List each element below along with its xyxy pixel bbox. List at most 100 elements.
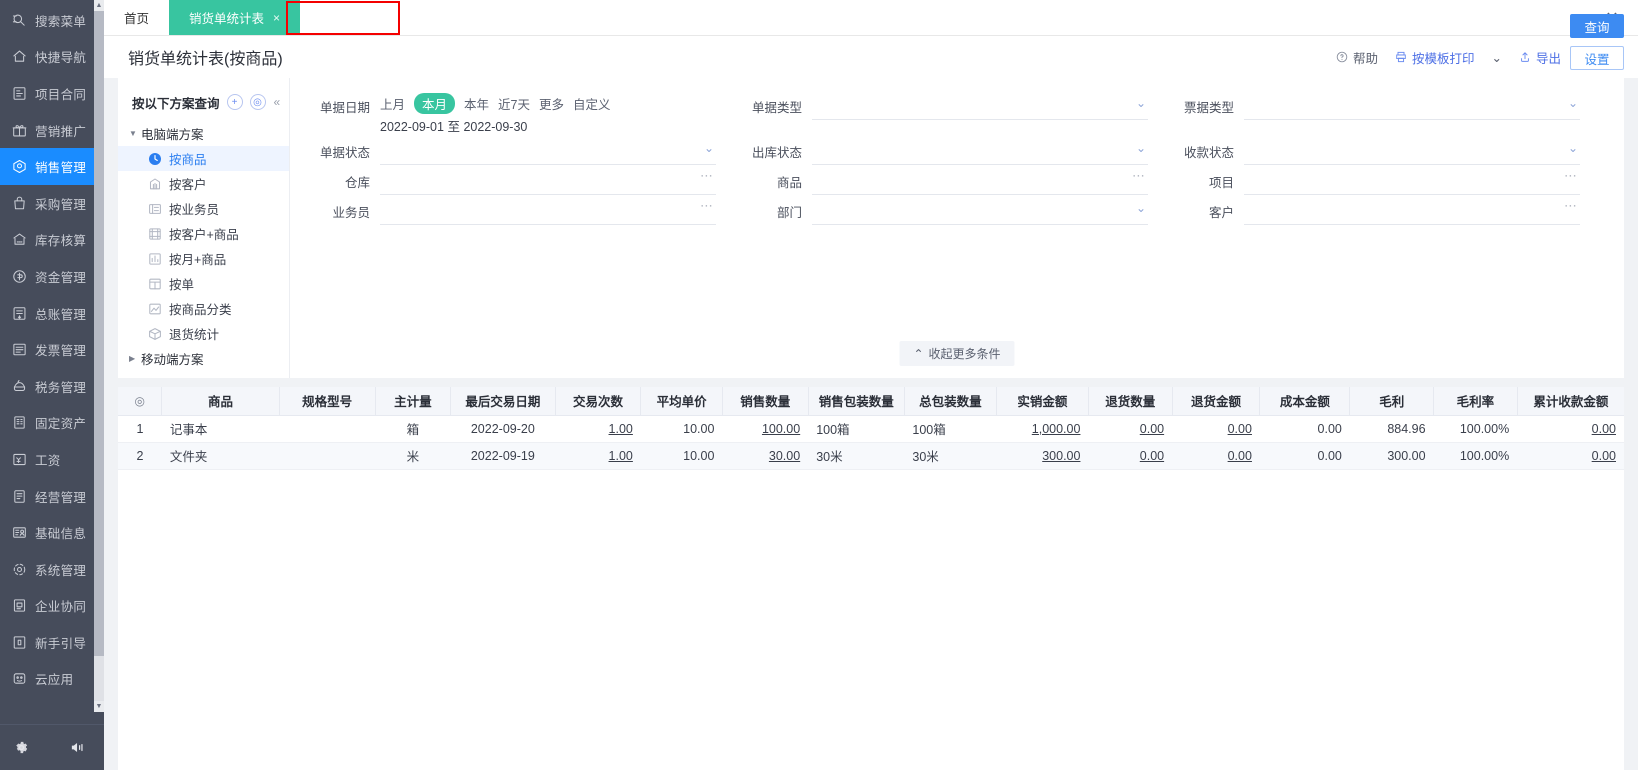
sidebar-item-18[interactable]: 云应用 [0, 661, 104, 698]
scheme-item-6[interactable]: 按商品分类 [118, 296, 289, 321]
scheme-item-5[interactable]: 按单 [118, 271, 289, 296]
help-button[interactable]: 帮助 [1336, 48, 1378, 67]
sidebar-item-0[interactable]: 搜索菜单 [0, 2, 104, 39]
cell-return_qty[interactable]: 0.00 [1088, 442, 1173, 470]
sidebar-item-3[interactable]: 营销推广 [0, 112, 104, 149]
scheme-item-0[interactable]: 按商品 [118, 146, 289, 171]
chevron-down-icon[interactable]: ⌄ [1135, 141, 1146, 155]
sidebar-item-4[interactable]: 销售管理 [0, 148, 104, 185]
sidebar-item-10[interactable]: 税务管理 [0, 368, 104, 405]
cell-net_amount[interactable]: 1,000.00 [996, 415, 1089, 443]
cell-link[interactable]: 0.00 [1227, 448, 1252, 463]
chevron-down-icon[interactable]: ⌄ [1135, 201, 1146, 215]
collapse-panel-icon[interactable]: « [273, 95, 281, 109]
print-template-button[interactable]: 按模板打印 [1395, 48, 1474, 67]
sidebar-item-15[interactable]: 系统管理 [0, 551, 104, 588]
chevron-down-icon[interactable]: ⌄ [703, 141, 714, 155]
sidebar-item-12[interactable]: 工资 [0, 441, 104, 478]
date-quick-更多[interactable]: 更多 [539, 98, 565, 112]
cell-link[interactable]: 1,000.00 [1031, 421, 1081, 436]
scheme-group-1[interactable]: ▶ 移动端方案 [118, 346, 289, 371]
gear-icon[interactable] [14, 740, 29, 755]
more-dots-icon[interactable]: ⋯ [1564, 168, 1578, 183]
cell-link[interactable]: 0.00 [1139, 421, 1165, 436]
sidebar-scrollbar[interactable]: ▲ ▼ [94, 0, 104, 712]
sidebar-item-1[interactable]: 快捷导航 [0, 39, 104, 76]
date-range-display[interactable]: 2022-09-01 至 2022-09-30 [380, 114, 716, 135]
date-quick-近7天[interactable]: 近7天 [498, 98, 530, 112]
sidebar-item-13[interactable]: 经营管理 [0, 478, 104, 515]
volume-icon[interactable] [69, 740, 86, 755]
scheme-item-2[interactable]: 按业务员 [118, 196, 289, 221]
cell-return_amount[interactable]: 0.00 [1172, 415, 1260, 443]
more-dots-icon[interactable]: ⋯ [1132, 168, 1146, 183]
cell-times[interactable]: 1.00 [555, 415, 641, 443]
scheme-item-7[interactable]: 退货统计 [118, 321, 289, 346]
add-scheme-icon[interactable]: + [226, 94, 243, 110]
query-button[interactable]: 查询 [1570, 14, 1624, 38]
filter-input[interactable]: ⌄ [380, 135, 716, 165]
sidebar-item-16[interactable]: 企业协同 [0, 588, 104, 625]
filter-input[interactable]: ⋯ [380, 195, 716, 225]
date-quick-本年[interactable]: 本年 [464, 98, 490, 112]
scheme-item-3[interactable]: 按客户+商品 [118, 221, 289, 246]
filter-input[interactable]: ⌄ [1244, 135, 1580, 165]
cell-link[interactable]: 0.00 [1591, 448, 1616, 463]
chevron-down-icon[interactable]: ⌄ [1567, 96, 1578, 110]
tab-close-icon[interactable]: × [273, 10, 281, 25]
more-dots-icon[interactable]: ⋯ [700, 198, 714, 213]
more-dots-icon[interactable]: ⋯ [700, 168, 714, 183]
filter-input[interactable]: ⋯ [1244, 195, 1580, 225]
tab-home[interactable]: 首页 [104, 0, 169, 35]
cell-link[interactable]: 100.00 [761, 421, 801, 436]
date-quick-上月[interactable]: 上月 [380, 98, 406, 112]
cell-sale_qty[interactable]: 30.00 [722, 442, 809, 470]
filter-input[interactable]: ⋯ [812, 165, 1148, 195]
sidebar-item-17[interactable]: 新手引导 [0, 624, 104, 661]
filter-input[interactable]: ⌄ [1244, 90, 1580, 120]
cell-sale_qty[interactable]: 100.00 [722, 415, 809, 443]
filter-input[interactable]: ⌄ [812, 195, 1148, 225]
filter-input[interactable]: ⌄ [812, 135, 1148, 165]
scheme-item-4[interactable]: 按月+商品 [118, 246, 289, 271]
sidebar-item-6[interactable]: 库存核算 [0, 222, 104, 259]
sidebar-item-2[interactable]: 项目合同 [0, 75, 104, 112]
more-dots-icon[interactable]: ⋯ [1564, 198, 1578, 213]
scheme-item-1[interactable]: 按客户 [118, 171, 289, 196]
date-quick-本月[interactable]: 本月 [414, 93, 456, 114]
filter-input[interactable]: ⌄ [812, 90, 1148, 120]
cell-link[interactable]: 1.00 [608, 421, 633, 436]
table-row[interactable]: 1 记事本 箱 2022-09-20 1.00 10.00 100.00 100箱 100箱 1,… [118, 415, 1624, 443]
cell-return_qty[interactable]: 0.00 [1088, 415, 1173, 443]
cell-link[interactable]: 30.00 [768, 448, 801, 463]
sidebar-item-5[interactable]: 采购管理 [0, 185, 104, 222]
sidebar-item-14[interactable]: 基础信息 [0, 514, 104, 551]
date-quick-自定义[interactable]: 自定义 [573, 98, 611, 112]
cell-accum_received[interactable]: 0.00 [1517, 415, 1624, 443]
collapse-more-conditions-button[interactable]: ⌃ 收起更多条件 [899, 341, 1015, 366]
cell-link[interactable]: 0.00 [1227, 421, 1252, 436]
filter-input[interactable]: ⋯ [380, 165, 716, 195]
sidebar-item-11[interactable]: 固定资产 [0, 405, 104, 442]
chevron-down-icon[interactable]: ⌄ [1491, 50, 1502, 65]
chevron-toggle-icon[interactable]: ▼ [129, 129, 137, 138]
cell-link[interactable]: 300.00 [1042, 448, 1081, 463]
column-settings-icon[interactable]: ◎ [118, 387, 163, 416]
chevron-down-icon[interactable]: ⌄ [1567, 141, 1578, 155]
table-row[interactable]: 2 文件夹 米 2022-09-19 1.00 10.00 30.00 30米 30米 300.0… [118, 442, 1624, 470]
scroll-up-arrow-icon[interactable]: ▲ [94, 0, 104, 11]
export-button[interactable]: 导出 [1519, 48, 1561, 67]
filter-input[interactable]: ⋯ [1244, 165, 1580, 195]
cell-times[interactable]: 1.00 [555, 442, 641, 470]
sidebar-item-9[interactable]: 发票管理 [0, 331, 104, 368]
settings-button[interactable]: 设置 [1570, 46, 1624, 70]
cell-return_amount[interactable]: 0.00 [1172, 442, 1260, 470]
scheme-config-icon[interactable]: ◎ [249, 94, 266, 110]
cell-link[interactable]: 0.00 [1139, 448, 1165, 463]
cell-link[interactable]: 1.00 [608, 448, 633, 463]
cell-link[interactable]: 0.00 [1591, 421, 1616, 436]
cell-accum_received[interactable]: 0.00 [1517, 442, 1624, 470]
chevron-toggle-icon[interactable]: ▶ [129, 354, 136, 363]
scroll-down-arrow-icon[interactable]: ▼ [94, 701, 104, 712]
scheme-group-0[interactable]: ▼ 电脑端方案 [118, 121, 289, 146]
